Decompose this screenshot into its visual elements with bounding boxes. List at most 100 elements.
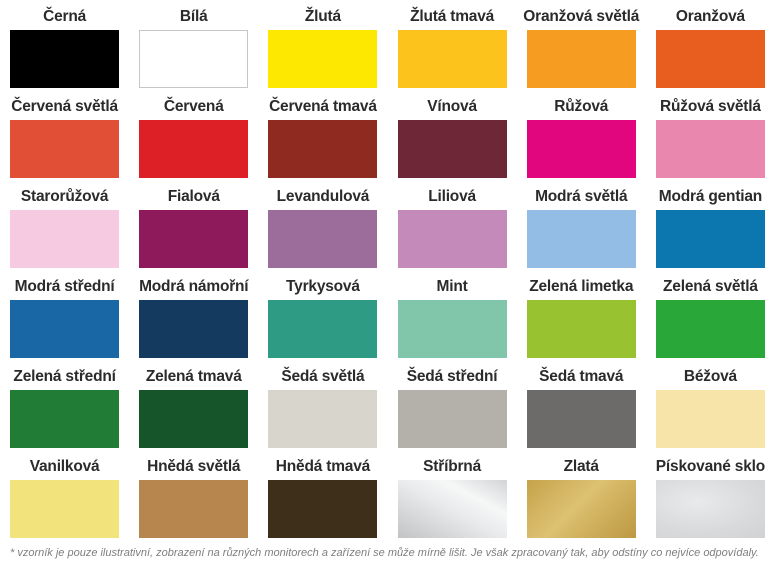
color-swatch (268, 300, 378, 358)
swatch-label: Liliová (428, 188, 476, 205)
swatch-label: Levandulová (276, 188, 370, 205)
swatch-cell: Vanilková (0, 450, 129, 540)
swatch-label: Šedá tmavá (539, 368, 624, 385)
color-swatch (10, 390, 120, 448)
swatch-cell: Liliová (388, 180, 517, 270)
color-swatch (268, 480, 378, 538)
swatch-cell: Hnědá světlá (129, 450, 258, 540)
color-swatch (10, 480, 120, 538)
color-swatch (655, 120, 765, 178)
color-swatch (268, 120, 378, 178)
swatch-label: Bílá (179, 8, 208, 25)
swatch-cell: Levandulová (258, 180, 387, 270)
color-swatch (268, 30, 378, 88)
swatch-cell: Starorůžová (0, 180, 129, 270)
color-swatch (139, 120, 249, 178)
color-swatch (526, 300, 636, 358)
swatch-cell: Zelená světlá (646, 270, 775, 360)
color-swatch (397, 390, 507, 448)
color-swatch (526, 480, 636, 538)
swatch-cell: Růžová (517, 90, 646, 180)
swatch-label: Hnědá světlá (147, 458, 241, 475)
swatch-cell: Vínová (388, 90, 517, 180)
swatch-cell: Růžová světlá (646, 90, 775, 180)
color-swatch (10, 120, 120, 178)
swatch-cell: Žlutá tmavá (388, 0, 517, 90)
swatch-label: Starorůžová (20, 188, 109, 205)
swatch-label: Zelená limetka (529, 278, 634, 295)
swatch-label: Oranžová světlá (523, 8, 640, 25)
swatch-cell: Tyrkysová (258, 270, 387, 360)
swatch-cell: Červená tmavá (258, 90, 387, 180)
color-swatch (655, 300, 765, 358)
swatch-label: Zlatá (563, 458, 599, 475)
swatch-label: Růžová světlá (660, 98, 761, 115)
swatch-label: Fialová (167, 188, 220, 205)
swatch-label: Červená tmavá (269, 98, 377, 115)
color-swatch (397, 480, 507, 538)
color-swatch (10, 30, 120, 88)
swatch-label: Modrá světlá (535, 188, 628, 205)
swatch-label: Červená (163, 98, 224, 115)
swatch-cell: Bílá (129, 0, 258, 90)
swatch-label: Modrá námořní (139, 278, 249, 295)
swatch-label: Mint (436, 278, 468, 295)
swatch-label: Modrá gentian (658, 188, 763, 205)
color-swatch (655, 390, 765, 448)
swatch-cell: Modrá střední (0, 270, 129, 360)
swatch-cell: Zlatá (517, 450, 646, 540)
color-swatch (526, 390, 636, 448)
swatch-cell: Oranžová světlá (517, 0, 646, 90)
disclaimer-footnote: * vzorník je pouze ilustrativní, zobraze… (10, 547, 759, 559)
color-swatch (268, 210, 378, 268)
color-swatch (655, 210, 765, 268)
swatch-grid: Černá Bílá Žlutá Žlutá tmavá Oranžová sv… (0, 0, 775, 540)
color-swatch (655, 480, 765, 538)
swatch-label: Šedá světlá (281, 368, 365, 385)
swatch-cell: Modrá námořní (129, 270, 258, 360)
color-swatch (526, 120, 636, 178)
swatch-label: Žlutá tmavá (410, 8, 495, 25)
color-swatch (139, 480, 249, 538)
color-swatch (139, 30, 249, 88)
swatch-cell: Modrá světlá (517, 180, 646, 270)
swatch-cell: Béžová (646, 360, 775, 450)
color-swatch (10, 210, 120, 268)
swatch-cell: Stříbrná (388, 450, 517, 540)
swatch-cell: Zelená limetka (517, 270, 646, 360)
color-swatch (397, 120, 507, 178)
swatch-label: Hnědá tmavá (275, 458, 371, 475)
swatch-label: Černá (43, 8, 87, 25)
color-swatch (526, 210, 636, 268)
swatch-cell: Oranžová (646, 0, 775, 90)
swatch-label: Růžová (554, 98, 609, 115)
swatch-label: Béžová (683, 368, 737, 385)
swatch-label: Vanilková (29, 458, 100, 475)
swatch-cell: Šedá střední (388, 360, 517, 450)
swatch-cell: Fialová (129, 180, 258, 270)
swatch-cell: Zelená tmavá (129, 360, 258, 450)
swatch-cell: Pískované sklo (646, 450, 775, 540)
swatch-label: Vínová (427, 98, 477, 115)
swatch-cell: Mint (388, 270, 517, 360)
swatch-cell: Žlutá (258, 0, 387, 90)
swatch-cell: Zelená střední (0, 360, 129, 450)
swatch-label: Modrá střední (14, 278, 115, 295)
color-swatch (397, 210, 507, 268)
color-swatch (10, 300, 120, 358)
color-swatch (139, 300, 249, 358)
color-swatch (139, 210, 249, 268)
swatch-cell: Červená (129, 90, 258, 180)
swatch-label: Zelená tmavá (145, 368, 242, 385)
swatch-label: Zelená světlá (663, 278, 758, 295)
swatch-label: Žlutá (304, 8, 341, 25)
swatch-cell: Modrá gentian (646, 180, 775, 270)
color-swatch (655, 30, 765, 88)
swatch-cell: Červená světlá (0, 90, 129, 180)
color-swatch (268, 390, 378, 448)
color-swatch (526, 30, 636, 88)
color-swatch (397, 300, 507, 358)
swatch-cell: Černá (0, 0, 129, 90)
swatch-label: Oranžová (675, 8, 745, 25)
swatch-label: Pískované sklo (655, 458, 766, 475)
